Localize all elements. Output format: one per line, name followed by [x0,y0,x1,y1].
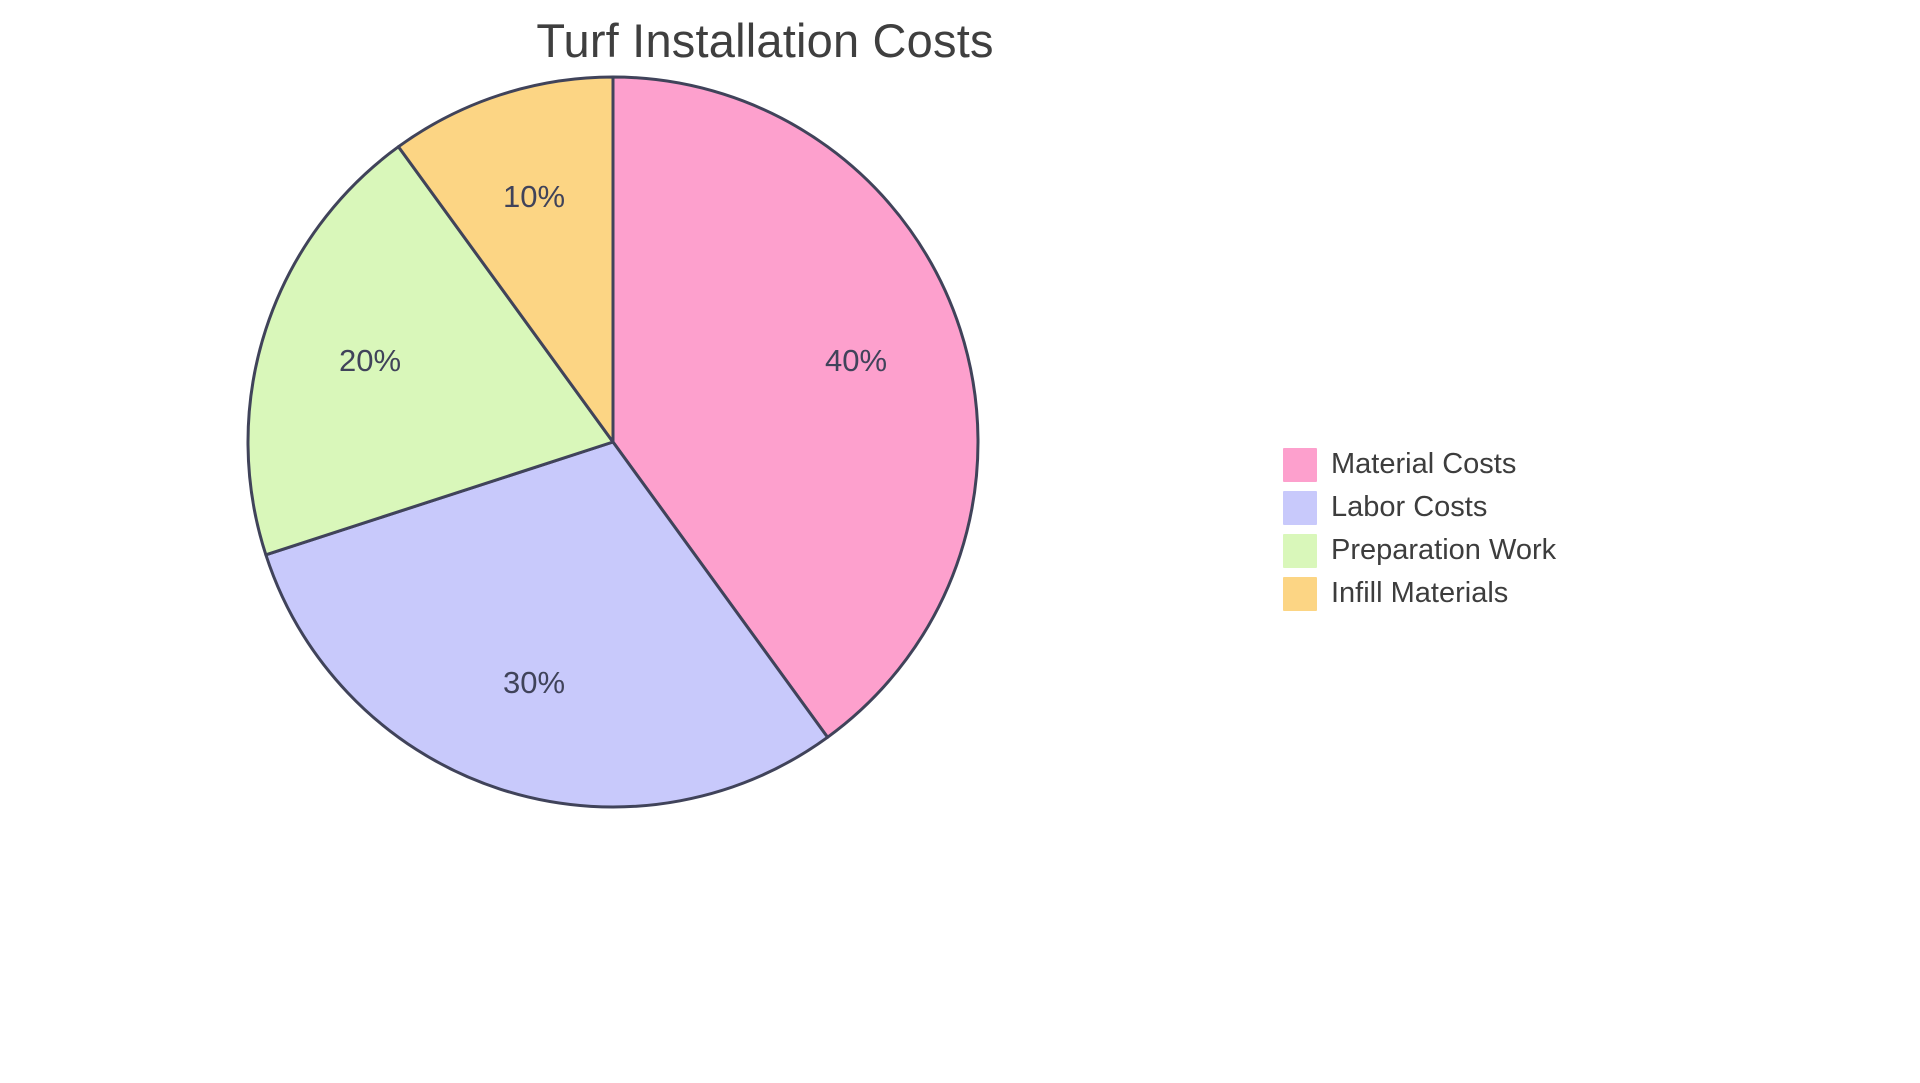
pie-slice[interactable] [396,75,615,444]
pie-slices-group [246,75,980,809]
legend-item-label: Material Costs [1331,448,1517,480]
legend-item[interactable]: Preparation Work [1283,529,1843,572]
legend-item-label: Labor Costs [1331,491,1488,523]
legend-item-label: Preparation Work [1331,534,1557,566]
pie-slice-value-label: 10% [503,179,565,214]
legend-color-swatch [1283,533,1317,568]
pie-slice-labels-group: 40% 30% 20% 10% [339,179,887,700]
legend-item[interactable]: Labor Costs [1283,486,1843,529]
pie-slice[interactable] [246,145,615,557]
legend: Material Costs Labor Costs Preparation Wor… [1283,443,1843,615]
pie-slice[interactable] [264,440,830,809]
legend-color-swatch [1283,447,1317,482]
page-title: Turf Installation Costs [536,14,994,67]
legend-item[interactable]: Material Costs [1283,443,1843,486]
pie-slice-value-label: 30% [503,665,565,700]
legend-item-label: Infill Materials [1331,577,1509,609]
legend-item[interactable]: Infill Materials [1283,572,1843,615]
pie-slice-value-label: 40% [825,343,887,378]
pie-slice[interactable] [611,75,980,739]
pie-slice-value-label: 20% [339,343,401,378]
legend-color-swatch [1283,490,1317,525]
legend-color-swatch [1283,576,1317,611]
